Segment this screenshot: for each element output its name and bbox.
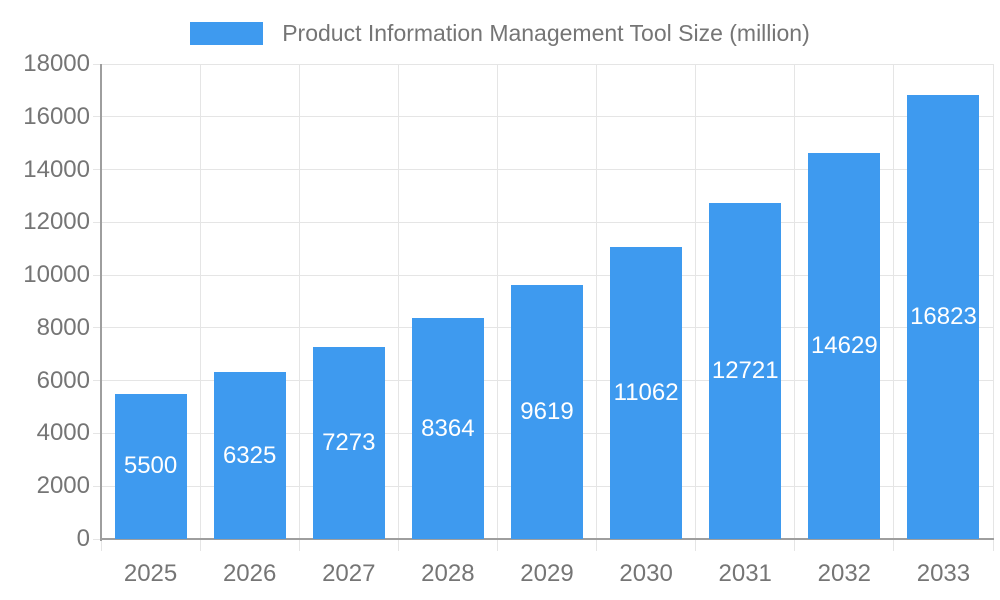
x-axis-label: 2027 bbox=[322, 560, 376, 587]
x-axis-tick bbox=[893, 539, 895, 551]
x-axis-tick bbox=[496, 539, 498, 551]
bar-value-label: 9619 bbox=[520, 398, 574, 426]
x-axis-label: 2033 bbox=[916, 560, 971, 587]
x-gridline bbox=[298, 64, 300, 539]
bar-value-label: 5500 bbox=[123, 452, 178, 480]
x-axis-tick bbox=[298, 539, 300, 551]
y-axis-tick bbox=[93, 327, 101, 329]
y-axis-label: 12000 bbox=[23, 208, 90, 236]
y-axis-tick bbox=[93, 116, 101, 118]
x-axis-tick bbox=[199, 539, 201, 551]
bar-value-label: 14629 bbox=[810, 331, 878, 359]
x-axis-tick bbox=[794, 539, 796, 551]
y-axis-tick bbox=[93, 380, 101, 382]
bar-value-label: 12721 bbox=[711, 357, 779, 385]
y-axis-line bbox=[100, 64, 102, 541]
y-axis-tick bbox=[93, 169, 101, 171]
y-gridline bbox=[101, 274, 993, 276]
y-gridline bbox=[101, 169, 993, 171]
x-gridline bbox=[496, 64, 498, 539]
x-gridline bbox=[794, 64, 796, 539]
x-axis-label: 2028 bbox=[421, 560, 475, 587]
y-axis-label: 18000 bbox=[23, 50, 90, 77]
legend-label: Product Information Management Tool Size… bbox=[282, 20, 810, 46]
x-gridline bbox=[992, 64, 994, 539]
bar-value-label: 7273 bbox=[322, 429, 376, 457]
y-axis-label: 0 bbox=[76, 525, 90, 552]
x-axis-tick bbox=[992, 539, 994, 551]
x-axis-line bbox=[100, 538, 994, 540]
y-gridline bbox=[101, 116, 993, 118]
y-axis-tick bbox=[93, 538, 101, 540]
y-axis-label: 16000 bbox=[23, 102, 90, 130]
bar-2029 bbox=[511, 285, 583, 539]
bar-2028 bbox=[411, 318, 484, 539]
y-gridline bbox=[101, 63, 993, 65]
x-axis-label: 2029 bbox=[520, 560, 574, 587]
bar-value-label: 6325 bbox=[222, 441, 277, 469]
x-axis-label: 2031 bbox=[718, 560, 772, 587]
bar-2031 bbox=[709, 203, 782, 539]
x-axis-tick bbox=[100, 539, 102, 551]
x-axis-tick bbox=[397, 539, 399, 551]
y-axis-label: 6000 bbox=[36, 366, 90, 394]
y-axis-label: 8000 bbox=[36, 313, 90, 341]
bar-2032 bbox=[808, 152, 881, 539]
x-gridline bbox=[695, 64, 697, 539]
y-axis-tick bbox=[93, 63, 101, 65]
bar-2033 bbox=[907, 95, 980, 539]
y-axis-tick bbox=[93, 274, 101, 276]
y-axis-label: 2000 bbox=[36, 472, 90, 500]
x-axis-tick bbox=[596, 539, 598, 551]
legend: Product Information Management Tool Size… bbox=[0, 21, 1000, 45]
x-axis-tick bbox=[695, 539, 697, 551]
x-axis-label: 2030 bbox=[619, 560, 673, 587]
x-axis-label: 2026 bbox=[222, 560, 277, 587]
y-axis-tick bbox=[93, 485, 101, 487]
y-axis-tick bbox=[93, 432, 101, 434]
bar-value-label: 11062 bbox=[613, 379, 679, 407]
x-axis-label: 2025 bbox=[123, 560, 178, 587]
bar-value-label: 8364 bbox=[421, 414, 475, 442]
y-axis-tick bbox=[93, 221, 101, 223]
bar-2027 bbox=[312, 347, 385, 539]
y-axis-label: 14000 bbox=[23, 155, 90, 183]
x-gridline bbox=[893, 64, 895, 539]
x-gridline bbox=[397, 64, 399, 539]
y-axis-label: 10000 bbox=[23, 261, 90, 289]
x-gridline bbox=[596, 64, 598, 539]
bar-2025 bbox=[114, 393, 187, 539]
legend-swatch bbox=[190, 21, 264, 45]
y-gridline bbox=[101, 221, 993, 223]
bar-2030 bbox=[610, 247, 683, 539]
x-axis-label: 2032 bbox=[817, 560, 872, 587]
x-gridline bbox=[199, 64, 201, 539]
bar-2026 bbox=[213, 372, 286, 539]
y-axis-label: 4000 bbox=[36, 419, 90, 447]
bar-value-label: 16823 bbox=[910, 303, 977, 331]
